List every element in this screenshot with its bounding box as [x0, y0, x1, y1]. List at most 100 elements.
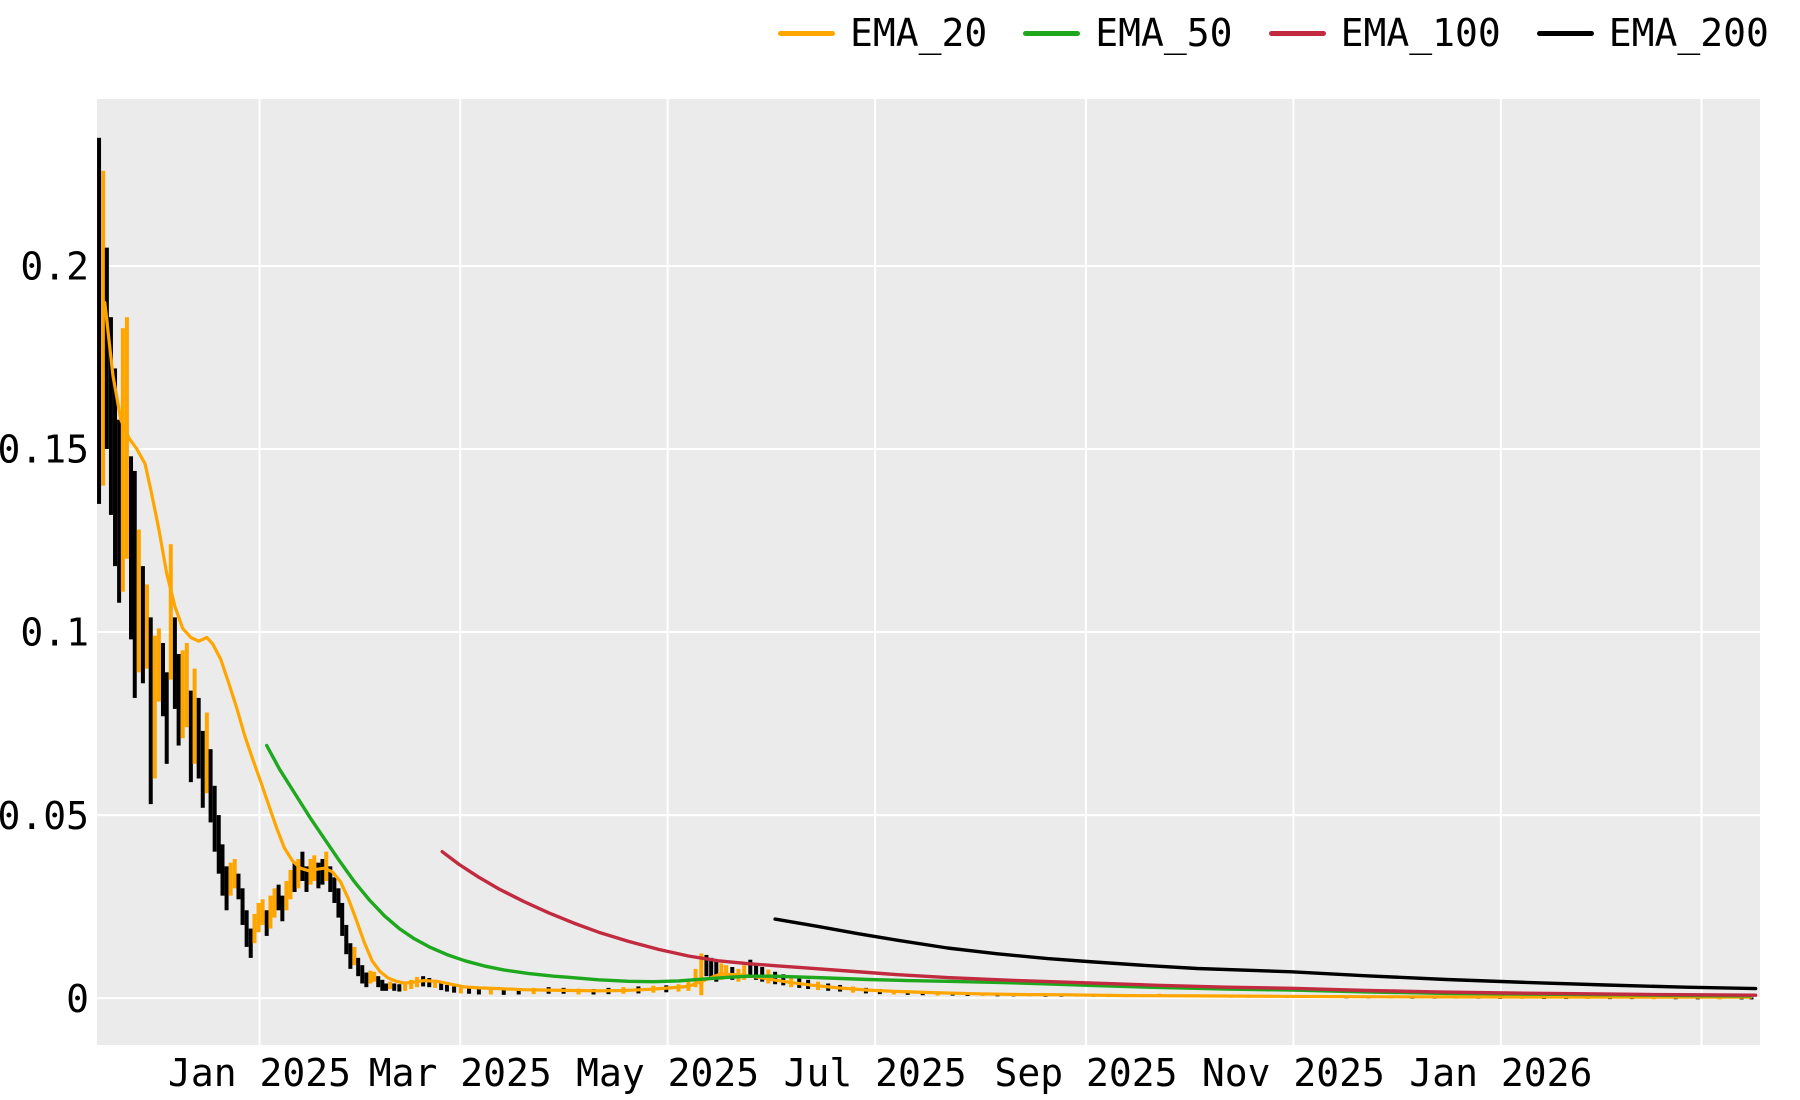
price-bar: [409, 979, 414, 989]
price-bar: [296, 859, 301, 889]
price-bar: [104, 247, 109, 449]
price-bar: [336, 888, 341, 918]
price-bar: [433, 979, 438, 988]
price-bar: [196, 697, 201, 779]
ema-200-line: [773, 917, 1758, 991]
price-bar: [280, 895, 285, 922]
price-bar: [754, 963, 759, 980]
price-bar: [709, 957, 714, 980]
price-bar: [332, 877, 337, 903]
price-bar: [220, 844, 225, 896]
price-bar: [124, 317, 129, 559]
price-bar: [224, 866, 229, 911]
price-bar: [132, 470, 137, 698]
price-bar: [388, 981, 393, 989]
price-bar: [476, 988, 481, 995]
legend-item-ema_100: EMA_100: [1268, 14, 1501, 52]
price-bar: [760, 967, 765, 982]
price-bar: [344, 924, 349, 955]
price-bar: [140, 566, 145, 684]
price-bar: [458, 987, 463, 994]
price-bar: [384, 983, 389, 991]
price-bar: [380, 979, 385, 991]
price-bar: [192, 668, 197, 764]
price-bar: [699, 953, 704, 996]
price-bar: [176, 654, 181, 746]
price-bar: [773, 971, 778, 985]
price-bar: [120, 328, 125, 592]
price-bar: [328, 866, 333, 892]
price-bar: [232, 859, 237, 889]
price-bar: [113, 368, 118, 567]
ema-100-line: [440, 850, 1758, 997]
x-tick-label: Jan 2026: [1409, 1051, 1592, 1095]
price-bar: [320, 859, 325, 885]
price-bar: [304, 866, 309, 892]
price-bar: [264, 910, 269, 936]
price-bar: [516, 988, 521, 995]
legend-swatch-ema_20: [778, 30, 835, 36]
legend-label: EMA_50: [1095, 11, 1233, 55]
price-bar: [300, 851, 305, 881]
price-bar: [268, 895, 273, 929]
price-bar: [272, 888, 277, 918]
x-tick-label: Jan 2025: [168, 1051, 351, 1095]
price-bar: [397, 984, 402, 992]
price-bar: [248, 928, 253, 958]
price-bar: [742, 965, 747, 980]
price-bar: [200, 730, 205, 808]
price-bar: [216, 815, 221, 874]
legend-label: EMA_200: [1608, 11, 1769, 55]
price-bar: [348, 943, 353, 969]
price-bar: [467, 987, 472, 994]
price-bar: [184, 643, 189, 728]
y-tick-label: 0: [66, 977, 89, 1021]
price-bar: [180, 650, 185, 739]
price-bar: [392, 983, 397, 991]
price-bar: [256, 902, 261, 933]
price-bar: [148, 617, 153, 805]
legend-swatch-ema_50: [1023, 30, 1081, 36]
price-bar: [316, 862, 321, 889]
price-bar: [212, 785, 217, 852]
ema-20-line: [103, 301, 1753, 999]
legend-label: EMA_20: [850, 11, 988, 55]
legend-item-ema_50: EMA_50: [1023, 11, 1233, 55]
price-bar: [439, 982, 444, 991]
price-bar: [129, 456, 134, 640]
price-bar: [356, 957, 361, 977]
price-bar: [152, 635, 157, 779]
price-bar: [136, 529, 141, 673]
ema-50-line: [265, 743, 1753, 998]
x-tick-label: Sep 2025: [994, 1051, 1177, 1095]
price-bar: [101, 170, 106, 486]
price-bar: [252, 913, 257, 944]
price-bar: [488, 988, 493, 995]
price-bar: [427, 978, 432, 988]
price-bar: [403, 983, 408, 991]
price-bar: [288, 870, 293, 900]
price-bar: [352, 946, 357, 966]
x-tick-label: Jul 2025: [784, 1051, 967, 1095]
price-bar: [204, 712, 209, 794]
price-bar: [340, 902, 345, 936]
x-tick-label: Mar 2025: [369, 1051, 552, 1095]
price-bar: [108, 317, 113, 515]
legend-item-ema_200: EMA_200: [1536, 11, 1769, 55]
legend-swatch-ema_100: [1268, 30, 1326, 36]
price-bar: [292, 862, 297, 892]
price-bar: [228, 862, 233, 896]
price-bar: [164, 672, 169, 764]
y-tick-label: 0.05: [0, 794, 89, 838]
x-tick-label: May 2025: [576, 1051, 759, 1095]
price-bar: [276, 884, 281, 911]
price-bar: [244, 910, 249, 947]
price-bar: [284, 880, 289, 911]
price-bar: [444, 984, 449, 992]
price-bar: [324, 851, 329, 881]
data-layer: [97, 137, 1758, 1000]
price-bar: [97, 137, 102, 504]
price-bar: [364, 972, 369, 988]
